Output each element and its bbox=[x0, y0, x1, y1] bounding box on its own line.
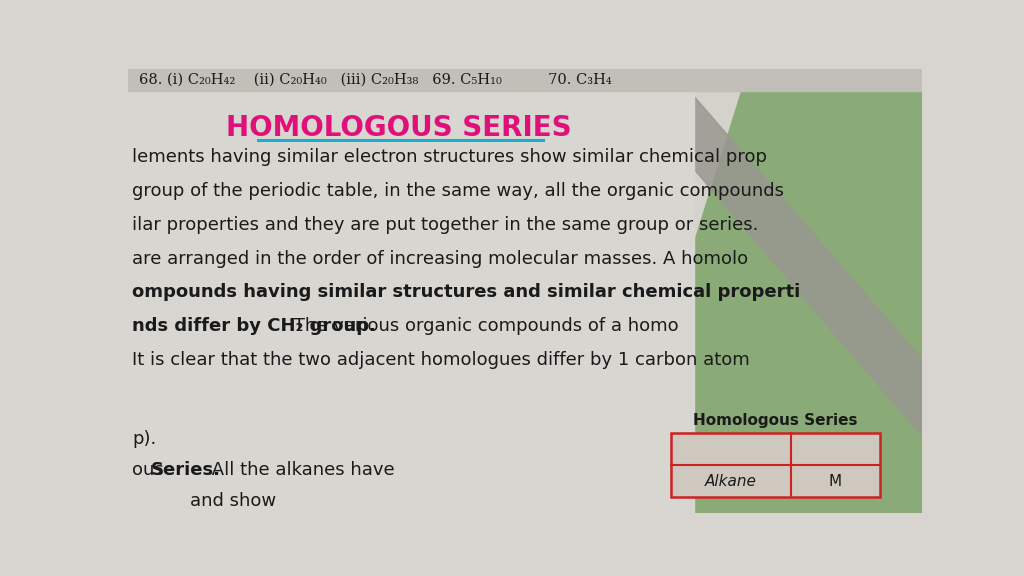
Text: lements having similar electron structures show similar chemical prop: lements having similar electron structur… bbox=[132, 148, 767, 166]
Text: nds differ by CH₂ group.: nds differ by CH₂ group. bbox=[132, 317, 376, 335]
Text: The various organic compounds of a homo: The various organic compounds of a homo bbox=[289, 317, 679, 335]
Text: All the alkanes have: All the alkanes have bbox=[206, 461, 394, 479]
Polygon shape bbox=[608, 69, 922, 513]
Bar bbox=[128, 69, 922, 90]
Polygon shape bbox=[608, 69, 922, 435]
Text: ompounds having similar structures and similar chemical properti: ompounds having similar structures and s… bbox=[132, 283, 800, 301]
Bar bbox=[671, 433, 880, 497]
Text: group of the periodic table, in the same way, all the organic compounds: group of the periodic table, in the same… bbox=[132, 182, 784, 200]
Text: ilar properties and they are put together in the same group or series.: ilar properties and they are put togethe… bbox=[132, 215, 758, 234]
Text: It is clear that the two adjacent homologues differ by 1 carbon atom: It is clear that the two adjacent homolo… bbox=[132, 351, 750, 369]
Text: Series.: Series. bbox=[152, 461, 221, 479]
Text: Alkane: Alkane bbox=[705, 473, 757, 488]
Text: Homologous Series: Homologous Series bbox=[693, 413, 857, 428]
Text: M: M bbox=[828, 473, 842, 488]
Text: 68. (i) C₂₀H₄₂    (ii) C₂₀H₄₀   (iii) C₂₀H₃₈   69. C₅H₁₀          70. C₃H₄: 68. (i) C₂₀H₄₂ (ii) C₂₀H₄₀ (iii) C₂₀H₃₈ … bbox=[139, 73, 611, 87]
Text: ous: ous bbox=[132, 461, 169, 479]
Text: and show: and show bbox=[190, 492, 276, 510]
Text: p).: p). bbox=[132, 430, 156, 449]
Bar bbox=[128, 90, 693, 513]
Text: HOMOLOGOUS SERIES: HOMOLOGOUS SERIES bbox=[226, 113, 572, 142]
Bar bbox=[128, 69, 922, 90]
Text: are arranged in the order of increasing molecular masses. A homolo: are arranged in the order of increasing … bbox=[132, 249, 748, 267]
